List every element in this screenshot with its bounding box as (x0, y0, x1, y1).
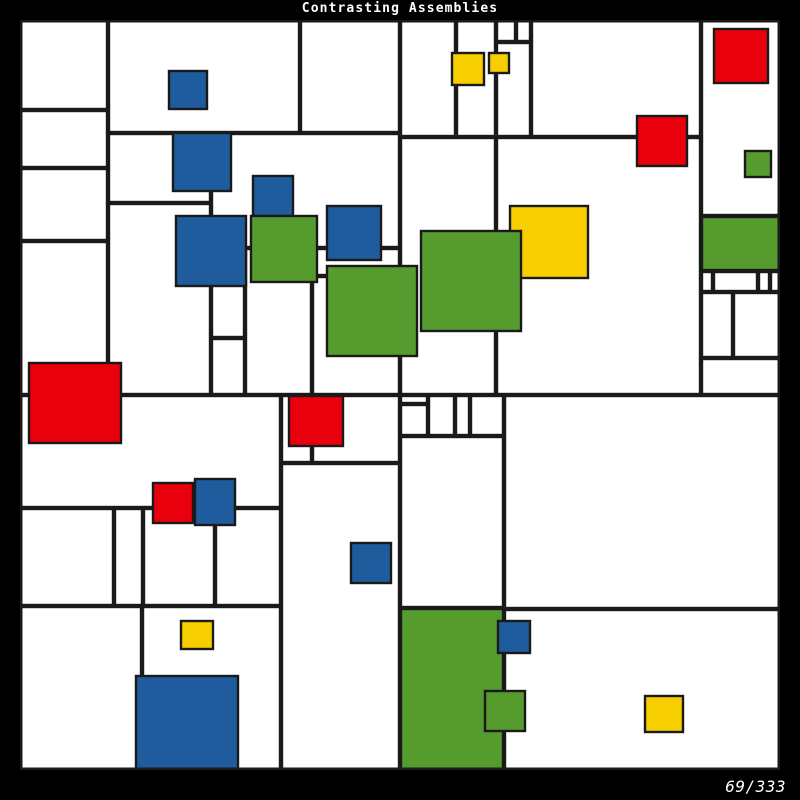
accent-cell[interactable] (193, 477, 237, 527)
accent-cell[interactable] (712, 27, 770, 85)
subdivision-cell[interactable] (280, 462, 401, 770)
accent-cell[interactable] (287, 394, 345, 448)
accent-cell[interactable] (635, 114, 689, 168)
subdivision-cell[interactable] (503, 394, 780, 610)
subdivision-cell[interactable] (210, 337, 246, 396)
subdivision-cell[interactable] (700, 291, 734, 359)
subdivision-cell[interactable] (427, 394, 456, 437)
accent-cell[interactable] (419, 229, 523, 333)
canvas-frame (20, 20, 780, 770)
subdivision-cell[interactable] (20, 20, 109, 111)
accent-cell[interactable] (450, 51, 486, 87)
accent-cell[interactable] (179, 619, 215, 651)
subdivision-cell[interactable] (700, 357, 780, 396)
accent-cell[interactable] (743, 149, 773, 179)
accent-cell[interactable] (483, 689, 527, 733)
accent-cell[interactable] (134, 674, 240, 770)
subdivision-cell[interactable] (399, 403, 429, 437)
subdivision-cell[interactable] (515, 20, 532, 43)
subdivision-cell[interactable] (299, 20, 401, 134)
edition-label: 69/333 (725, 777, 786, 796)
subdivision-cell[interactable] (503, 608, 780, 770)
subdivision-cell[interactable] (700, 270, 714, 293)
accent-cell[interactable] (249, 214, 319, 284)
accent-cell[interactable] (487, 51, 511, 75)
accent-cell[interactable] (325, 204, 383, 262)
subdivision-cell[interactable] (399, 607, 505, 770)
cells-group (20, 20, 780, 770)
accent-cell[interactable] (174, 214, 248, 288)
subdivision-cell[interactable] (399, 394, 429, 405)
subdivision-cell[interactable] (495, 20, 517, 43)
subdivision-cell[interactable] (700, 215, 780, 272)
subdivision-cell[interactable] (712, 270, 759, 293)
subdivision-cell[interactable] (757, 270, 771, 293)
subdivision-cell[interactable] (20, 167, 109, 242)
accent-cell[interactable] (167, 69, 209, 111)
subdivision-cell[interactable] (20, 109, 109, 169)
subdivision-cell[interactable] (469, 394, 505, 437)
subdivision-cell[interactable] (20, 605, 143, 770)
subdivision-svg (20, 20, 780, 770)
accent-cell[interactable] (643, 694, 685, 734)
subdivision-cell[interactable] (113, 507, 144, 607)
accent-cell[interactable] (171, 131, 233, 193)
page-title: Contrasting Assemblies (301, 1, 499, 16)
accent-cell[interactable] (508, 204, 590, 280)
accent-cell[interactable] (349, 541, 393, 585)
accent-cell[interactable] (251, 174, 295, 218)
accent-cell[interactable] (325, 264, 419, 358)
accent-cell[interactable] (27, 361, 123, 445)
subdivision-cell[interactable] (454, 394, 471, 437)
accent-cell[interactable] (151, 481, 195, 525)
subdivision-cell[interactable] (399, 435, 505, 609)
subdivision-cell[interactable] (732, 291, 780, 359)
mondrian-canvas[interactable] (20, 20, 780, 770)
accent-cell[interactable] (496, 619, 532, 655)
subdivision-cell[interactable] (20, 507, 115, 607)
subdivision-cell[interactable] (399, 20, 457, 138)
